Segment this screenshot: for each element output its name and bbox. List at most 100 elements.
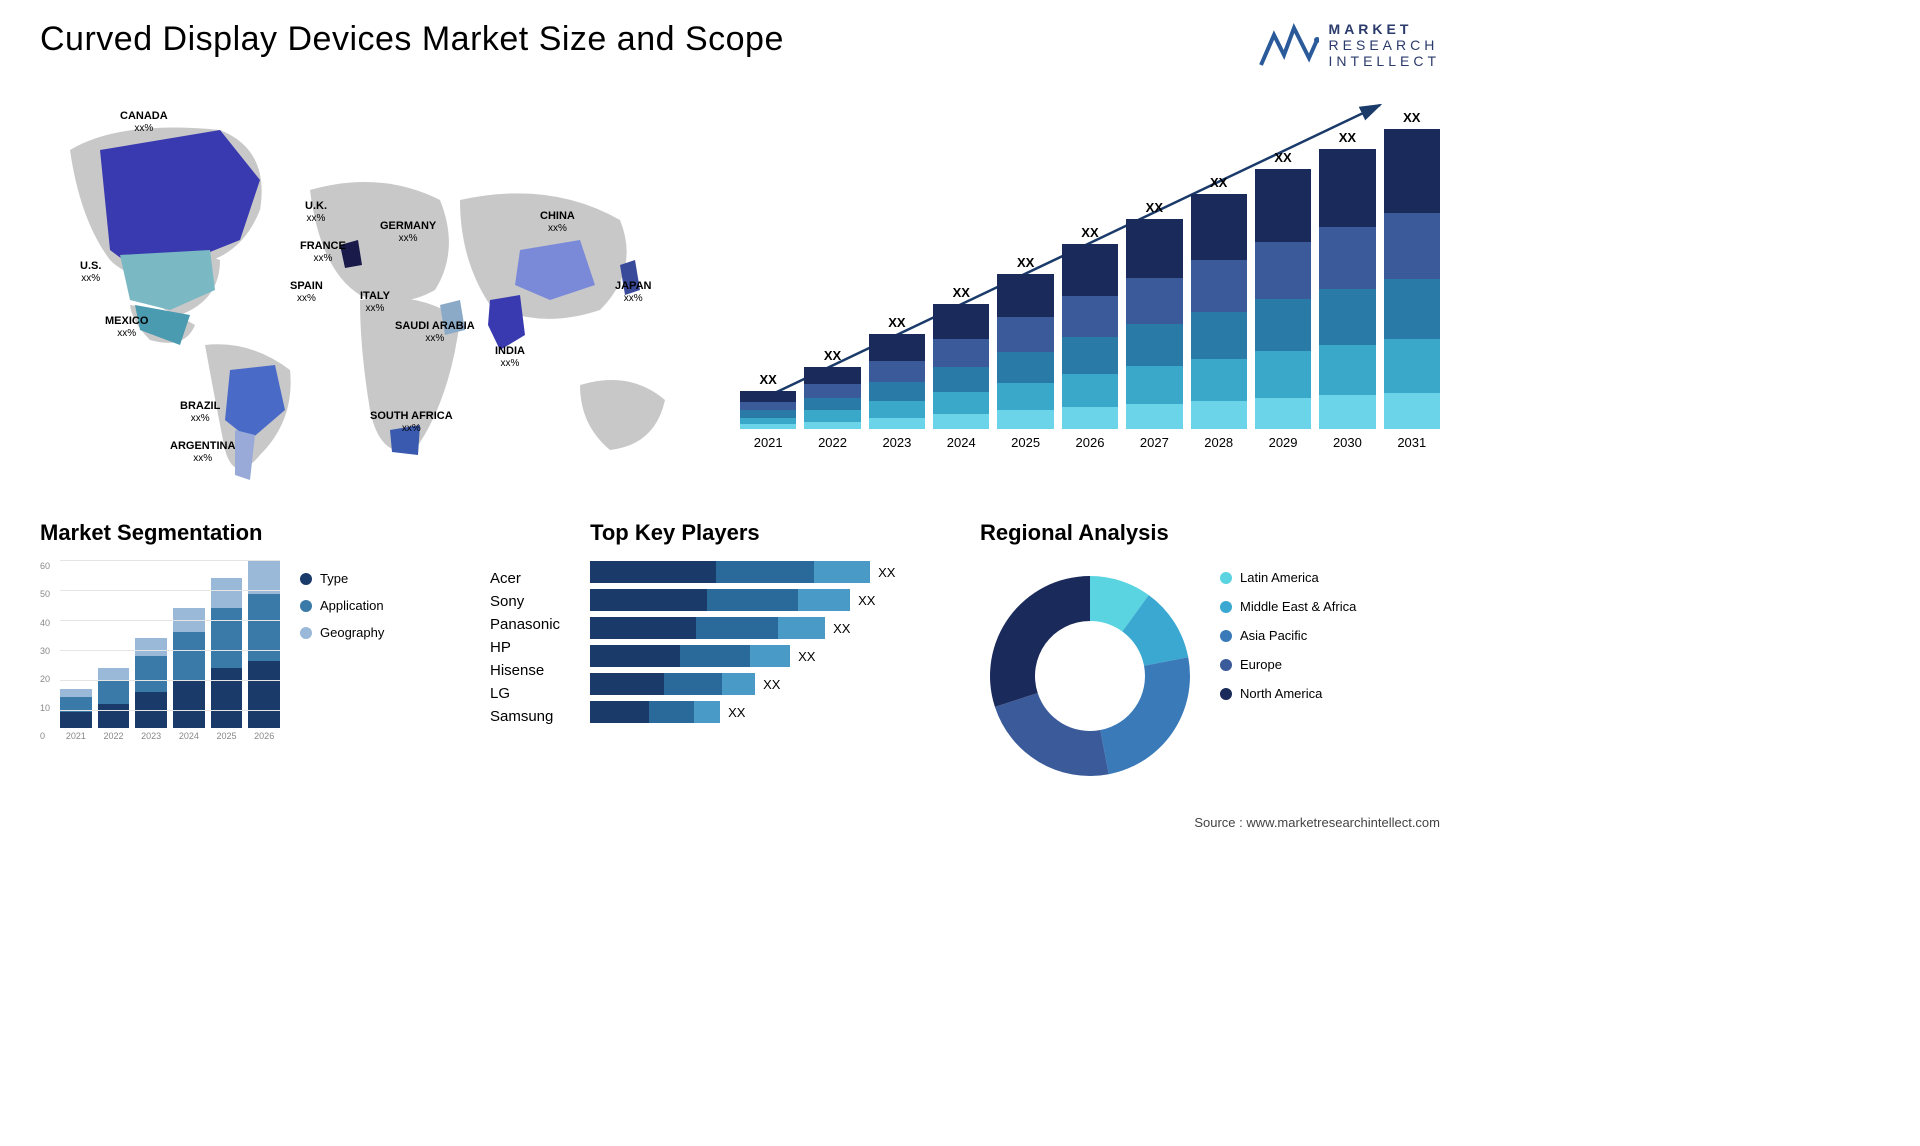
legend-item: Latin America [1220,570,1356,585]
growth-bar-chart: XX2021XX2022XX2023XX2024XX2025XX2026XX20… [740,90,1440,490]
growth-bar: XX 2027 [1126,200,1182,450]
player-bar: XX [590,645,950,667]
donut-slice [995,693,1109,776]
player-bar: XX [590,589,950,611]
map-label: U.K.xx% [305,200,327,225]
growth-year-label: 2023 [882,435,911,450]
world-map: CANADAxx% U.S.xx% MEXICOxx% BRAZILxx% ARGENT… [40,90,700,490]
growth-bar-value: XX [1146,200,1163,215]
player-bar: XX [590,561,950,583]
growth-bar: XX2026 [1062,225,1118,450]
growth-year-label: 2031 [1397,435,1426,450]
growth-bar-value: XX [1403,110,1420,125]
logo-icon [1259,20,1319,70]
growth-bar-value: XX [888,315,905,330]
map-region-in [488,295,525,350]
brand-logo: MARKET RESEARCH INTELLECT [1259,20,1440,70]
logo-line2: RESEARCH [1329,37,1440,53]
legend-item: North America [1220,686,1356,701]
regional-title: Regional Analysis [980,520,1200,546]
growth-year-label: 2027 [1140,435,1169,450]
players-title: Top Key Players [590,520,950,546]
regional-section: Regional Analysis Latin America Middle Ea… [980,520,1440,781]
map-label: BRAZILxx% [180,400,220,425]
segmentation-title: Market Segmentation [40,520,460,546]
map-label: U.S.xx% [80,260,101,285]
seg-bar: 2025 [211,578,243,741]
map-label: JAPANxx% [615,280,651,305]
growth-bar-value: XX [824,348,841,363]
map-label: SAUDI ARABIAxx% [395,320,475,345]
player-name: HP [490,639,560,656]
legend-item: Asia Pacific [1220,628,1356,643]
segmentation-chart: 0102030405060 202120222023202420252026 [40,561,280,761]
source-footer: Source : www.marketresearchintellect.com [1194,815,1440,830]
growth-year-label: 2021 [754,435,783,450]
players-chart: Top Key Players XX XX XX XX XX XX [590,520,950,781]
growth-year-label: 2024 [947,435,976,450]
player-name: Samsung [490,708,560,725]
growth-year-label: 2030 [1333,435,1362,450]
growth-bar: XX 2028 [1191,175,1247,450]
regional-legend: Latin America Middle East & Africa Asia Pa… [1220,520,1356,781]
growth-bar-value: XX [1017,255,1034,270]
growth-bar: XX 2031 [1384,110,1440,450]
map-label: SOUTH AFRICAxx% [370,410,453,435]
donut-slice [1100,657,1190,774]
header: Curved Display Devices Market Size and S… [40,20,1440,70]
legend-item: Geography [300,625,384,640]
map-label: ARGENTINAxx% [170,440,235,465]
growth-bar: XX 2025 [997,255,1053,450]
player-name: Panasonic [490,616,560,633]
growth-bar-value: XX [1274,150,1291,165]
map-region-arg [235,430,255,480]
seg-bar: 2024 [173,608,205,741]
legend-item: Type [300,571,384,586]
player-name: Acer [490,570,560,587]
player-name: Sony [490,593,560,610]
logo-line1: MARKET [1329,21,1440,37]
player-name: LG [490,685,560,702]
legend-item: Middle East & Africa [1220,599,1356,614]
growth-bar: XX 2022 [804,348,860,450]
player-bar: XX [590,701,950,723]
legend-item: Application [300,598,384,613]
map-label: CANADAxx% [120,110,168,135]
map-label: FRANCExx% [300,240,346,265]
growth-year-label: 2026 [1076,435,1105,450]
donut-slice [990,576,1090,707]
growth-bar-value: XX [953,285,970,300]
growth-bar-value: XX [1210,175,1227,190]
player-bar: XX [590,617,950,639]
regional-donut [980,561,1200,781]
growth-bar: XX 2024 [933,285,989,450]
segmentation-section: Market Segmentation 0102030405060 202120… [40,520,460,781]
map-label: INDIAxx% [495,345,525,370]
player-list: Acer Sony Panasonic HP Hisense LG Samsung [490,520,560,781]
growth-bar: XX 2023 [869,315,925,450]
growth-year-label: 2025 [1011,435,1040,450]
map-label: CHINAxx% [540,210,575,235]
segmentation-legend: Type Application Geography [300,561,384,761]
growth-bar-value: XX [1339,130,1356,145]
map-label: MEXICOxx% [105,315,148,340]
page-title: Curved Display Devices Market Size and S… [40,20,784,59]
growth-year-label: 2028 [1204,435,1233,450]
seg-bar: 2023 [135,638,167,741]
growth-year-label: 2022 [818,435,847,450]
seg-bar: 2022 [98,668,130,741]
growth-bar: XX 2029 [1255,150,1311,450]
legend-item: Europe [1220,657,1356,672]
players-section: Acer Sony Panasonic HP Hisense LG Samsung Top … [490,520,950,781]
growth-year-label: 2029 [1269,435,1298,450]
logo-line3: INTELLECT [1329,53,1440,69]
seg-bar: 2021 [60,689,92,741]
map-label: GERMANYxx% [380,220,436,245]
player-bar: XX [590,673,950,695]
map-label: ITALYxx% [360,290,390,315]
growth-bar-value: XX [760,372,777,387]
player-name: Hisense [490,662,560,679]
growth-bar: XX 2030 [1319,130,1375,450]
growth-bar: XX 2021 [740,372,796,450]
map-label: SPAINxx% [290,280,323,305]
